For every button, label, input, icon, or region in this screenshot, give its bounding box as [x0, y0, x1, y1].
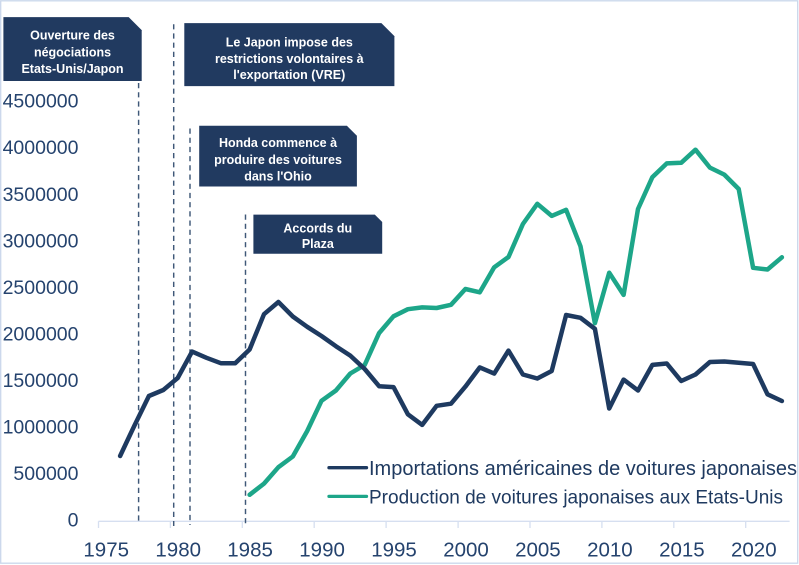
svg-text:Le Japon impose des: Le Japon impose des: [226, 35, 353, 49]
svg-text:dans l'Ohio: dans l'Ohio: [244, 170, 312, 184]
svg-text:1000000: 1000000: [3, 417, 79, 439]
svg-text:2010: 2010: [587, 538, 633, 561]
svg-text:2005: 2005: [515, 538, 561, 561]
svg-text:Ouverture des: Ouverture des: [30, 29, 115, 43]
svg-text:restrictions volontaires à: restrictions volontaires à: [215, 52, 364, 66]
svg-text:Importations américaines de vo: Importations américaines de voitures jap…: [369, 458, 797, 480]
svg-text:3500000: 3500000: [3, 184, 79, 206]
svg-text:500000: 500000: [13, 463, 78, 485]
svg-text:2020: 2020: [731, 538, 777, 561]
svg-text:Production de voitures japonai: Production de voitures japonaises aux Et…: [369, 487, 783, 508]
svg-text:l'exportation (VRE): l'exportation (VRE): [233, 68, 345, 82]
svg-text:Plaza: Plaza: [302, 237, 335, 251]
svg-text:2000: 2000: [443, 538, 489, 561]
svg-text:1990: 1990: [299, 538, 345, 561]
svg-text:1980: 1980: [155, 538, 201, 561]
svg-text:2000000: 2000000: [3, 323, 79, 345]
svg-text:0: 0: [68, 510, 79, 532]
svg-text:Honda commence à: Honda commence à: [219, 136, 337, 150]
svg-text:2015: 2015: [659, 538, 705, 561]
svg-text:3000000: 3000000: [3, 230, 79, 252]
svg-text:1995: 1995: [371, 538, 417, 561]
svg-text:produire des voitures: produire des voitures: [214, 153, 342, 167]
svg-text:4000000: 4000000: [3, 137, 79, 159]
svg-text:1500000: 1500000: [3, 370, 79, 392]
svg-text:1975: 1975: [83, 538, 129, 561]
svg-text:Accords du: Accords du: [283, 222, 352, 236]
svg-text:Etats-Unis/Japon: Etats-Unis/Japon: [21, 62, 123, 76]
svg-text:négociations: négociations: [34, 45, 111, 59]
svg-text:4500000: 4500000: [3, 91, 79, 113]
svg-text:1985: 1985: [227, 538, 273, 561]
svg-text:2500000: 2500000: [3, 277, 79, 299]
